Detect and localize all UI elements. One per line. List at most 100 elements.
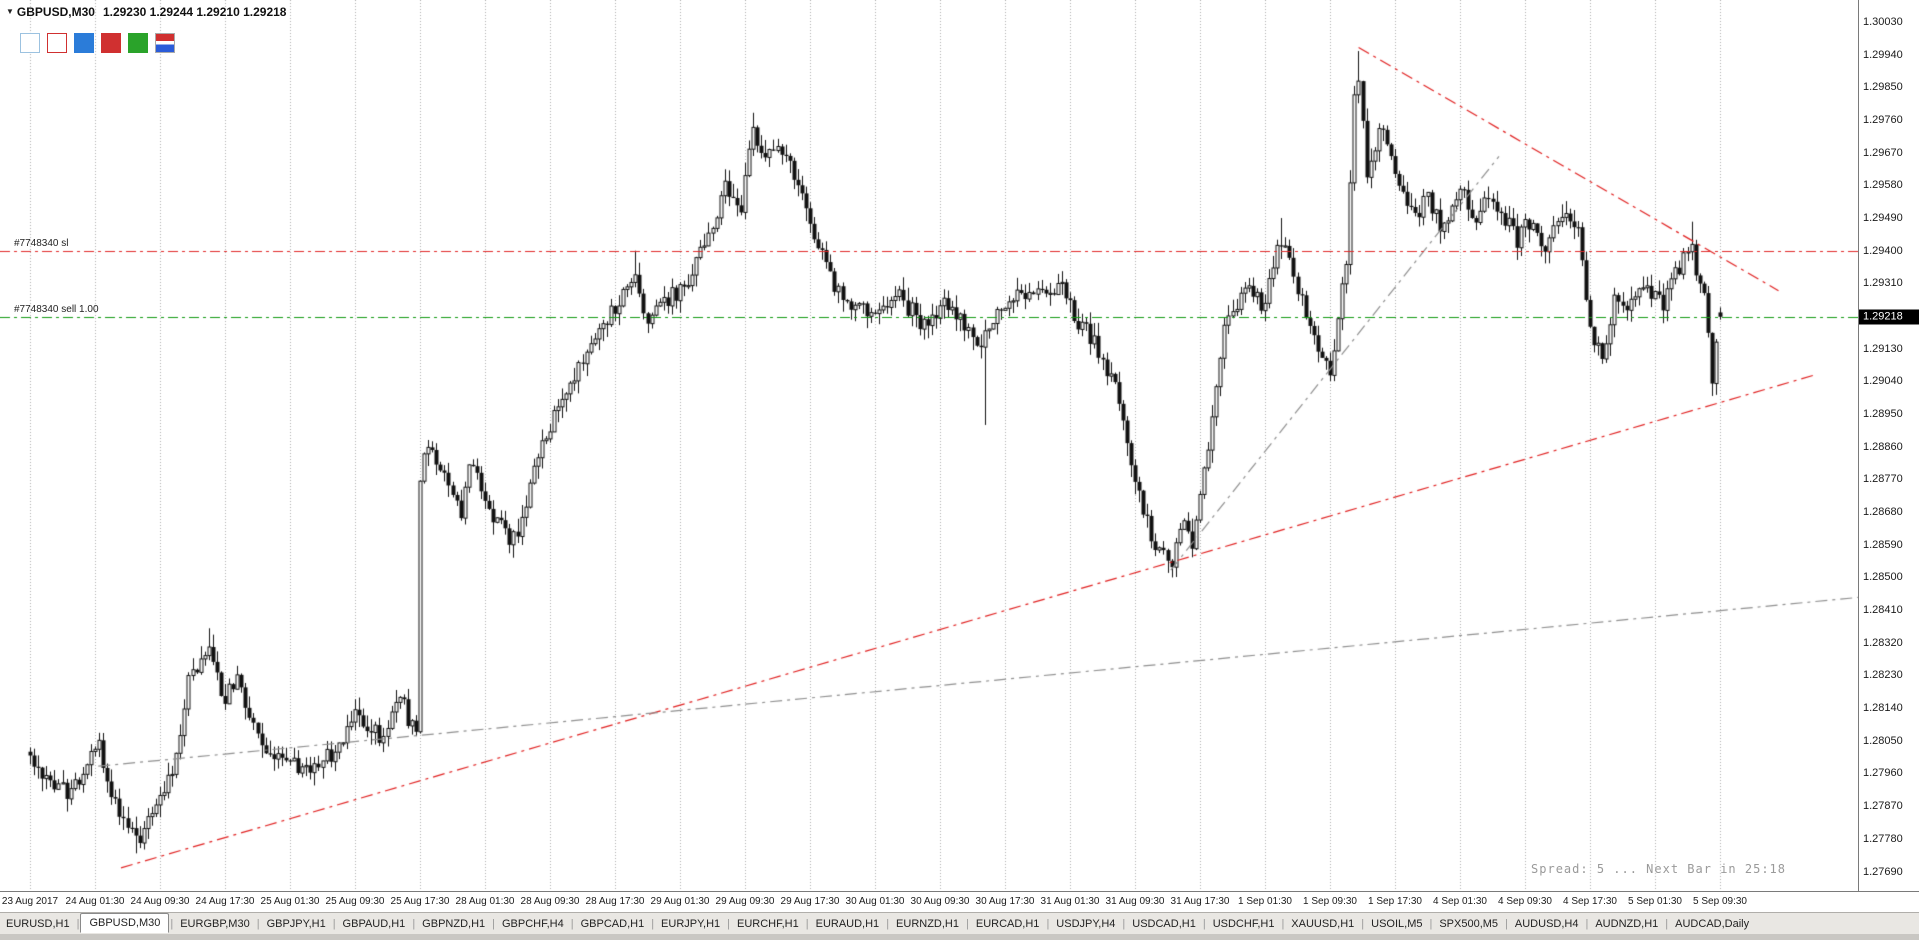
tab-usoil-m5[interactable]: USOIL,M5 — [1371, 917, 1423, 930]
time-axis-label: 25 Aug 01:30 — [260, 896, 320, 907]
price-axis-label: 1.29130 — [1863, 342, 1903, 355]
time-axis-label: 1 Sep 09:30 — [1303, 896, 1357, 907]
time-axis-label: 28 Aug 09:30 — [520, 896, 580, 907]
tab-separator: | — [727, 917, 731, 930]
time-axis-label: 25 Aug 09:30 — [325, 896, 385, 907]
tab-separator: | — [651, 917, 655, 930]
price-axis-label: 1.29670 — [1863, 146, 1903, 159]
tab-audcad-daily[interactable]: AUDCAD,Daily — [1675, 917, 1750, 930]
price-axis-label: 1.28500 — [1863, 571, 1903, 584]
time-axis-label: 5 Sep 09:30 — [1693, 896, 1747, 907]
tab-separator: | — [332, 917, 336, 930]
time-axis-label: 29 Aug 17:30 — [780, 896, 840, 907]
price-axis-label: 1.28590 — [1863, 538, 1903, 551]
tab-separator: | — [1665, 917, 1669, 930]
time-axis-label: 23 Aug 2017 — [1, 896, 59, 907]
price-axis-label: 1.27780 — [1863, 832, 1903, 845]
tab-gbpnzd-h1[interactable]: GBPNZD,H1 — [422, 917, 486, 930]
price-axis-label: 1.29580 — [1863, 179, 1903, 192]
tab-separator: | — [1585, 917, 1589, 930]
price-axis-label: 1.28230 — [1863, 669, 1903, 682]
tab-audnzd-h1[interactable]: AUDNZD,H1 — [1595, 917, 1659, 930]
tab-usdjpy-h4[interactable]: USDJPY,H4 — [1056, 917, 1116, 930]
tab-separator: | — [570, 917, 574, 930]
time-axis-label: 25 Aug 17:30 — [390, 896, 450, 907]
order-stoploss-label[interactable]: #7748340 sl — [14, 237, 69, 249]
time-axis-label: 28 Aug 17:30 — [585, 896, 645, 907]
red-swatch-button[interactable] — [101, 33, 121, 53]
spread-nextbar-status: Spread: 5 ... Next Bar in 25:18 — [1531, 862, 1786, 876]
time-axis-label: 24 Aug 17:30 — [195, 896, 255, 907]
tab-gbpchf-h4[interactable]: GBPCHF,H4 — [502, 917, 564, 930]
tab-usdcad-h1[interactable]: USDCAD,H1 — [1132, 917, 1196, 930]
chart-region: ▼ GBPUSD,M30 1.29230 1.29244 1.29210 1.292… — [0, 0, 1858, 891]
tab-eurcad-h1[interactable]: EURCAD,H1 — [975, 917, 1040, 930]
price-axis[interactable]: 1.29218 1.30030 1.29940 1.29850 1.29760 1.29… — [1858, 0, 1919, 891]
tab-spx500-m5[interactable]: SPX500,M5 — [1439, 917, 1499, 930]
price-axis-label: 1.30030 — [1863, 16, 1903, 28]
blue-swatch-button[interactable] — [74, 33, 94, 53]
price-axis-label: 1.29040 — [1863, 375, 1903, 388]
current-price-box: 1.29218 — [1859, 309, 1919, 325]
green-swatch-button[interactable] — [128, 33, 148, 53]
time-axis-label: 30 Aug 09:30 — [910, 896, 970, 907]
tab-gbpjpy-h1[interactable]: GBPJPY,H1 — [266, 917, 326, 930]
tab-separator: | — [170, 917, 174, 930]
chart-symbol-period: GBPUSD,M30 — [16, 5, 95, 19]
tab-separator: | — [1429, 917, 1433, 930]
time-axis-label: 4 Sep 17:30 — [1563, 896, 1617, 907]
time-axis-label: 1 Sep 17:30 — [1368, 896, 1422, 907]
time-axis-label: 31 Aug 17:30 — [1170, 896, 1230, 907]
chart-ohlc-values: 1.29230 1.29244 1.29210 1.29218 — [102, 5, 287, 19]
order-sell-label[interactable]: #7748340 sell 1.00 — [14, 303, 99, 315]
tab-separator: | — [966, 917, 969, 930]
tab-usdchf-h1[interactable]: USDCHF,H1 — [1212, 917, 1275, 930]
time-axis-label: 24 Aug 09:30 — [130, 896, 190, 907]
price-axis-label: 1.28770 — [1863, 473, 1903, 486]
price-axis-label: 1.27690 — [1863, 865, 1903, 878]
tab-gbpusd-m30[interactable]: GBPUSD,M30 — [80, 913, 170, 933]
tab-eurnzd-h1[interactable]: EURNZD,H1 — [896, 917, 959, 930]
tab-separator: | — [492, 917, 495, 930]
tab-eurusd-h1[interactable]: EURUSD,H1 — [6, 917, 70, 930]
time-axis-label: 30 Aug 17:30 — [975, 896, 1035, 907]
tab-separator: | — [1505, 917, 1508, 930]
chart-canvas[interactable] — [0, 0, 1858, 891]
tab-separator: | — [256, 917, 260, 930]
tab-audusd-h4[interactable]: AUDUSD,H4 — [1514, 917, 1579, 930]
empty-white-swatch-button[interactable] — [20, 33, 40, 53]
price-axis-label: 1.29940 — [1863, 48, 1903, 61]
time-axis-label: 1 Sep 01:30 — [1238, 896, 1292, 907]
time-axis-label: 4 Sep 09:30 — [1498, 896, 1552, 907]
symbol-tab-bar: EURUSD,H1 | GBPUSD,M30 | EURGBP,M30 | GBPJPY,H… — [0, 912, 1919, 934]
time-axis-label: 31 Aug 09:30 — [1105, 896, 1165, 907]
time-axis-label: 24 Aug 01:30 — [65, 896, 125, 907]
time-axis[interactable]: 23 Aug 2017 24 Aug 01:30 24 Aug 09:30 24 Au… — [0, 891, 1919, 912]
price-axis-label: 1.28860 — [1863, 440, 1903, 453]
price-axis-label: 1.28410 — [1863, 604, 1903, 617]
flag-striped-swatch-button[interactable] — [155, 33, 175, 53]
tab-separator: | — [1281, 917, 1285, 930]
tab-eurgbp-m30[interactable]: EURGBP,M30 — [180, 917, 250, 930]
tab-separator: | — [886, 917, 890, 930]
price-axis-label: 1.28140 — [1863, 702, 1903, 715]
tab-eurchf-h1[interactable]: EURCHF,H1 — [737, 917, 799, 930]
time-axis-label: 30 Aug 01:30 — [845, 896, 905, 907]
price-axis-label: 1.29310 — [1863, 277, 1903, 290]
price-axis-label: 1.29850 — [1863, 81, 1903, 94]
chart-title: ▼ GBPUSD,M30 1.29230 1.29244 1.29210 1.292… — [6, 5, 286, 19]
tab-separator: | — [1361, 917, 1365, 930]
tab-xauusd-h1[interactable]: XAUUSD,H1 — [1291, 917, 1355, 930]
price-axis-label: 1.27870 — [1863, 800, 1903, 813]
tab-eurjpy-h1[interactable]: EURJPY,H1 — [661, 917, 721, 930]
tab-gbpaud-h1[interactable]: GBPAUD,H1 — [342, 917, 406, 930]
quick-trade-collapse-icon[interactable]: ▼ — [6, 7, 14, 16]
red-outline-swatch-button[interactable] — [47, 33, 67, 53]
tab-separator: | — [1046, 917, 1050, 930]
tab-euraud-h1[interactable]: EURAUD,H1 — [815, 917, 880, 930]
tab-gbpcad-h1[interactable]: GBPCAD,H1 — [580, 917, 645, 930]
price-axis-label: 1.28950 — [1863, 408, 1903, 421]
price-axis-label: 1.28320 — [1863, 636, 1903, 649]
time-axis-label: 31 Aug 01:30 — [1040, 896, 1100, 907]
price-axis-label: 1.29490 — [1863, 212, 1903, 225]
